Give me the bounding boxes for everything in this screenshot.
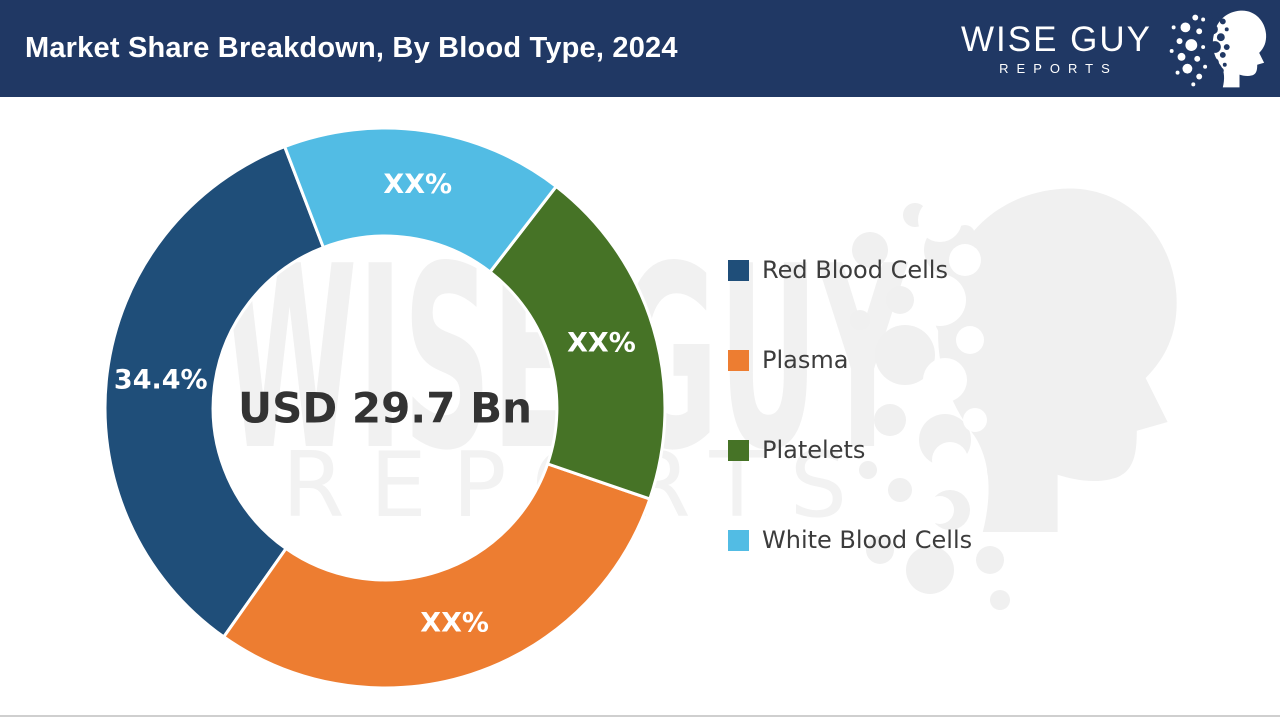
legend-item-red-blood-cells: Red Blood Cells: [728, 255, 948, 285]
legend-swatch: [728, 529, 749, 551]
legend-swatch: [728, 259, 749, 281]
legend-item-white-blood-cells: White Blood Cells: [728, 525, 972, 555]
legend-item-plasma: Plasma: [728, 345, 848, 375]
legend-label: White Blood Cells: [762, 526, 973, 554]
segment-value-label: XX%: [567, 328, 636, 359]
pie-segment-red-blood-cells: [103, 145, 325, 639]
brand-logo: WISE GUY REPORTS: [961, 6, 1270, 92]
brand-subtitle: REPORTS: [999, 60, 1118, 76]
header-bar: Market Share Breakdown, By Blood Type, 2…: [0, 0, 1280, 97]
legend-swatch: [728, 349, 749, 371]
brand-logo-text: WISE GUY REPORTS: [961, 22, 1152, 76]
page-title: Market Share Breakdown, By Blood Type, 2…: [25, 32, 678, 64]
pie-segment-platelets: [488, 184, 667, 501]
bottom-divider: [0, 715, 1280, 717]
segment-value-label: 34.4%: [114, 365, 208, 396]
dotted-head-profile-icon: [1169, 10, 1267, 87]
legend-swatch: [728, 439, 749, 461]
legend-label: Plasma: [762, 346, 849, 374]
segment-value-label: XX%: [420, 607, 489, 638]
watermark-head-icon: [850, 188, 1177, 610]
brand-name: WISE GUY: [960, 19, 1152, 59]
chart-center-value: USD 29.7 Bn: [238, 383, 532, 433]
segment-value-label: XX%: [383, 169, 452, 200]
pie-segment-plasma: [222, 462, 652, 690]
pie-segment-white-blood-cells: [283, 126, 558, 274]
legend-label: Red Blood Cells: [762, 256, 948, 284]
legend-item-platelets: Platelets: [728, 435, 865, 465]
legend-label: Platelets: [762, 436, 866, 464]
